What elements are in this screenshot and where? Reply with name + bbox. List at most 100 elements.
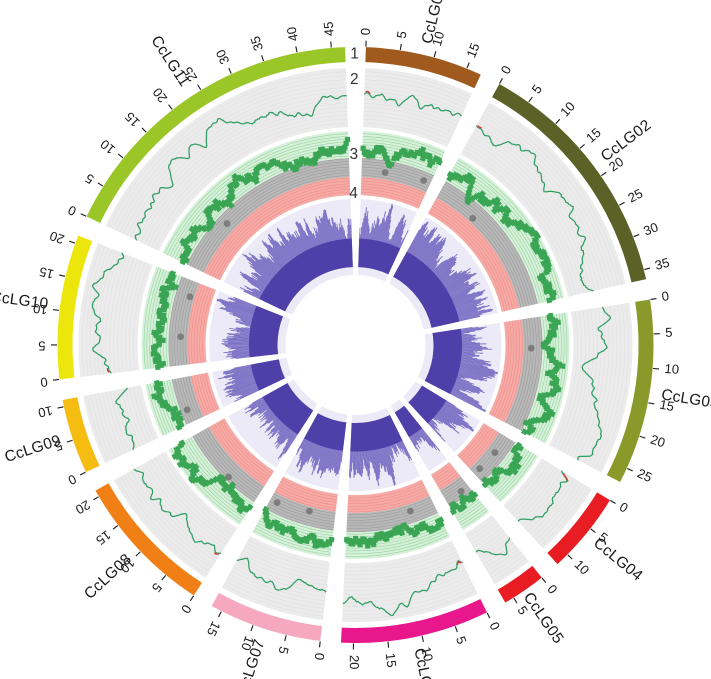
tick-label: 10 — [97, 137, 118, 158]
tick-mark — [52, 378, 60, 381]
ring3-scatter-point — [171, 405, 179, 412]
ring4-inner-core — [248, 305, 283, 358]
ring3-gridline — [345, 522, 443, 543]
ring3-gridline — [346, 509, 437, 529]
ring2-bg — [105, 68, 348, 251]
ring4-inner-core — [350, 414, 403, 452]
tick-label: 0 — [498, 63, 515, 77]
tick-mark — [295, 46, 298, 53]
ring3-gridline — [433, 466, 454, 480]
ring4-inner-core — [408, 385, 447, 424]
ring2-line-path — [133, 468, 222, 554]
tick-mark — [528, 96, 533, 103]
ring2-line-path — [577, 306, 612, 461]
ideogram-band-cclg08 — [95, 483, 202, 596]
ideogram-band-cclg06 — [340, 598, 487, 643]
tick-mark — [66, 439, 73, 443]
tick-mark — [93, 496, 99, 501]
tick-mark — [161, 575, 167, 581]
ring2-line-path — [236, 557, 327, 593]
ring3-band-grey — [361, 157, 435, 193]
tick-label: 0 — [617, 499, 631, 516]
ring2-line-path — [91, 252, 125, 374]
tick-label: 5 — [453, 634, 470, 646]
ring3-scatter-point — [551, 368, 558, 375]
ring3-gridline — [347, 497, 431, 515]
tick-mark — [218, 611, 222, 618]
ring3-scatter-point — [521, 428, 529, 436]
tick-label: 0 — [544, 582, 560, 597]
tick-label: 20 — [606, 154, 626, 175]
ring3-scatter-point — [548, 391, 556, 398]
ideogram-band-cclg02 — [492, 84, 647, 283]
ring3-scatter-point — [370, 153, 376, 159]
tick-label: 15 — [463, 41, 482, 60]
ring-index-label-3: 3 — [350, 146, 359, 163]
ideogram-band-cclg09 — [62, 397, 100, 473]
ring2-line-path — [475, 537, 511, 556]
tick-mark — [97, 182, 104, 187]
tick-label: 15 — [583, 125, 604, 146]
ring3-scatter-point — [449, 508, 457, 516]
ring3-band-grey — [192, 427, 265, 503]
ring4-inner-core — [259, 238, 353, 312]
ring3-band-grey — [439, 476, 473, 507]
tick-label: 20 — [649, 432, 667, 451]
ring-index-label-2: 2 — [350, 71, 359, 88]
tick-mark — [648, 402, 655, 405]
tick-mark — [117, 153, 124, 159]
ring2-gridline — [343, 572, 468, 599]
ring3-band-green — [449, 491, 490, 530]
ring2-line-highlight — [106, 367, 110, 373]
ring2-gridline — [467, 518, 495, 538]
ring3-scatter-point — [559, 363, 566, 369]
ring2-bg — [460, 102, 626, 297]
tick-label: 5 — [276, 645, 292, 656]
tick-mark — [627, 468, 633, 472]
tick-label: 40 — [284, 26, 302, 43]
tick-mark — [639, 435, 646, 439]
ring2-gridline — [343, 568, 466, 595]
ring2-line-path — [115, 387, 135, 451]
tick-mark — [421, 635, 424, 642]
ring3-gridline — [460, 507, 487, 526]
tick-label: 15 — [204, 619, 224, 639]
ideogram-layer — [57, 47, 654, 643]
ring3-outlier-point — [420, 177, 428, 184]
ring3-band-red — [190, 372, 220, 417]
tick-label: 20 — [73, 497, 93, 517]
ring4-inner-core — [262, 383, 314, 435]
ring4-inner-core — [394, 405, 423, 438]
ideogram-band-cclg07 — [211, 592, 323, 641]
ring3-outlier-point — [527, 344, 535, 352]
ring2-line-highlight — [213, 552, 219, 555]
ring3-band-grey — [171, 375, 204, 425]
ring3-outlier-point — [186, 293, 194, 301]
ring2-bg — [78, 243, 153, 377]
tick-label: 25 — [625, 185, 645, 205]
ring3-gridline — [347, 494, 430, 513]
ring3-gridline — [345, 527, 446, 549]
ring3-band-grey — [346, 495, 439, 533]
ring4-inner-core — [250, 359, 285, 391]
ring4-histogram — [216, 203, 498, 486]
chromosome-label-cclg04: CcLG04 — [590, 535, 646, 585]
ring3-gridline — [347, 492, 429, 510]
ring3-gridline — [346, 504, 435, 524]
tick-label: 5 — [394, 30, 410, 39]
tick-label: 20 — [48, 228, 67, 247]
tick-label: 5 — [38, 338, 45, 353]
tick-mark — [541, 577, 547, 584]
ring3-gridline — [345, 532, 448, 554]
ring3-outlier-point — [469, 214, 477, 222]
ring2-gridlines — [81, 71, 630, 619]
ring3-scatter-point — [175, 410, 183, 417]
ring3-scatter-point — [435, 158, 443, 166]
ring2-line-highlight — [365, 90, 371, 95]
tick-label-layer: 0 5 10150510152025303505101520250510050510… — [32, 21, 679, 669]
tick-mark — [454, 626, 458, 633]
ring3-scatter-point — [311, 160, 318, 167]
ring3-scatter-point — [364, 543, 371, 549]
ring2-gridline — [478, 536, 510, 558]
ring2-bg — [549, 302, 633, 473]
